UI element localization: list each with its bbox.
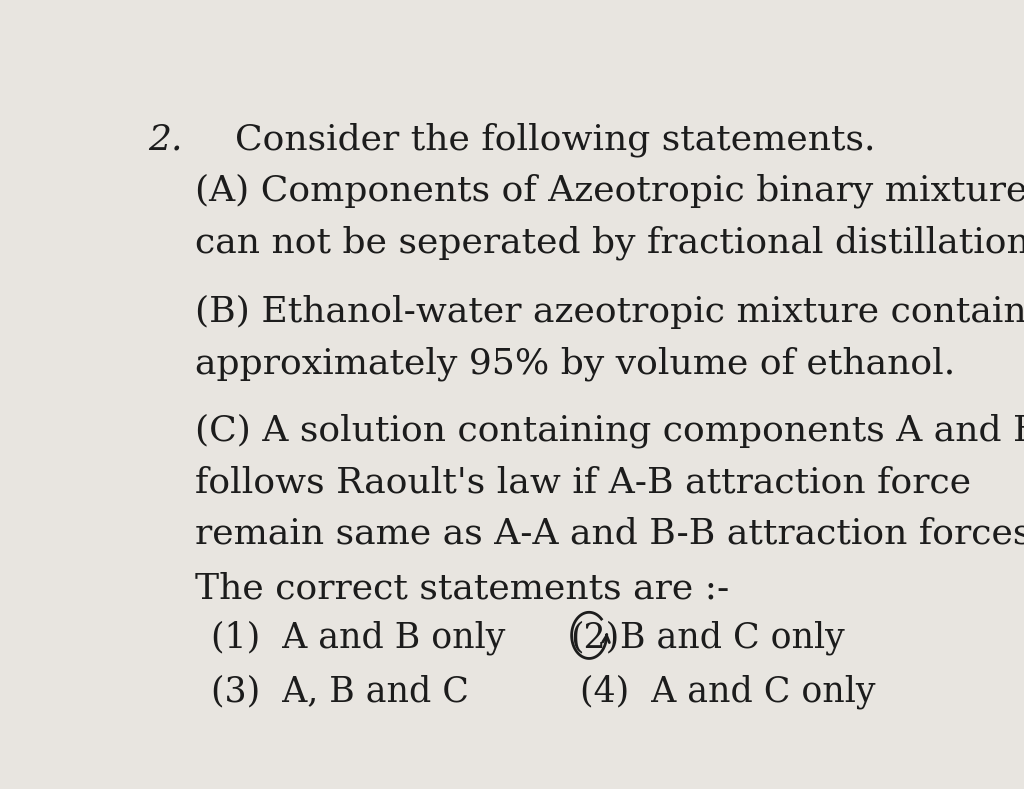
Text: (3)  A, B and C: (3) A, B and C: [211, 675, 469, 709]
Text: The correct statements are :-: The correct statements are :-: [196, 571, 730, 606]
Text: can not be seperated by fractional distillation.: can not be seperated by fractional disti…: [196, 226, 1024, 260]
Text: remain same as A-A and B-B attraction forces.: remain same as A-A and B-B attraction fo…: [196, 517, 1024, 551]
Text: B and C only: B and C only: [620, 620, 845, 655]
Text: (2): (2): [570, 620, 620, 654]
Text: follows Raoult's law if A-B attraction force: follows Raoult's law if A-B attraction f…: [196, 466, 972, 499]
Text: (1)  A and B only: (1) A and B only: [211, 620, 506, 655]
Text: Consider the following statements.: Consider the following statements.: [236, 122, 876, 156]
Text: (A) Components of Azeotropic binary mixture: (A) Components of Azeotropic binary mixt…: [196, 174, 1024, 208]
Text: 2.: 2.: [147, 122, 182, 156]
Text: (B) Ethanol-water azeotropic mixture contains: (B) Ethanol-water azeotropic mixture con…: [196, 295, 1024, 329]
Text: approximately 95% by volume of ethanol.: approximately 95% by volume of ethanol.: [196, 347, 955, 381]
Text: (C) A solution containing components A and B: (C) A solution containing components A a…: [196, 413, 1024, 448]
Text: (4)  A and C only: (4) A and C only: [581, 675, 876, 709]
